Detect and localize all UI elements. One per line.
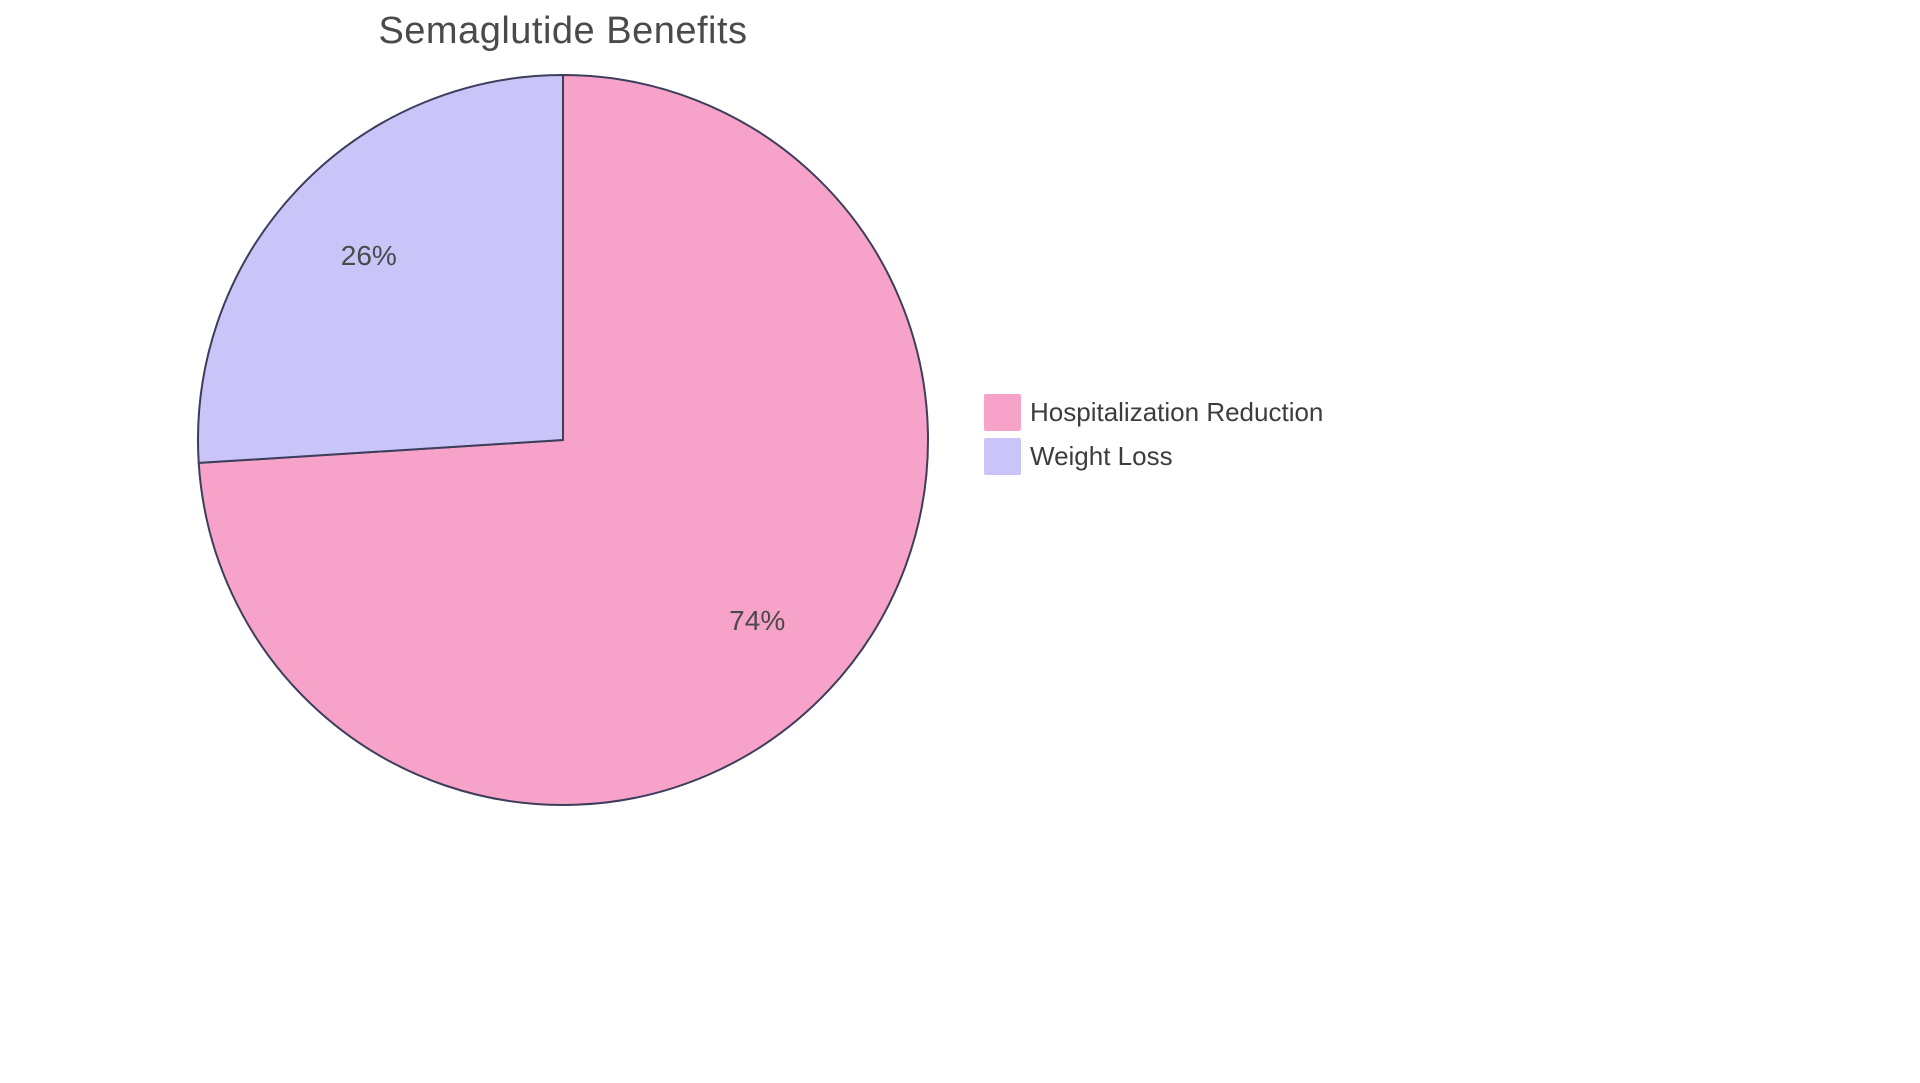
legend-swatch-1 <box>984 438 1021 475</box>
legend-label-1: Weight Loss <box>1030 441 1173 471</box>
legend-label-0: Hospitalization Reduction <box>1030 397 1324 427</box>
legend: Hospitalization Reduction Weight Loss <box>984 394 1323 475</box>
slice-percent-label-0: 74% <box>729 605 785 636</box>
legend-swatch-0 <box>984 394 1021 431</box>
pie-slice-1[interactable] <box>197 74 564 464</box>
legend-item-0[interactable]: Hospitalization Reduction <box>984 394 1323 431</box>
legend-item-1[interactable]: Weight Loss <box>984 438 1323 475</box>
slice-percent-label-1: 26% <box>341 240 397 271</box>
chart-title: Semaglutide Benefits <box>378 10 748 52</box>
